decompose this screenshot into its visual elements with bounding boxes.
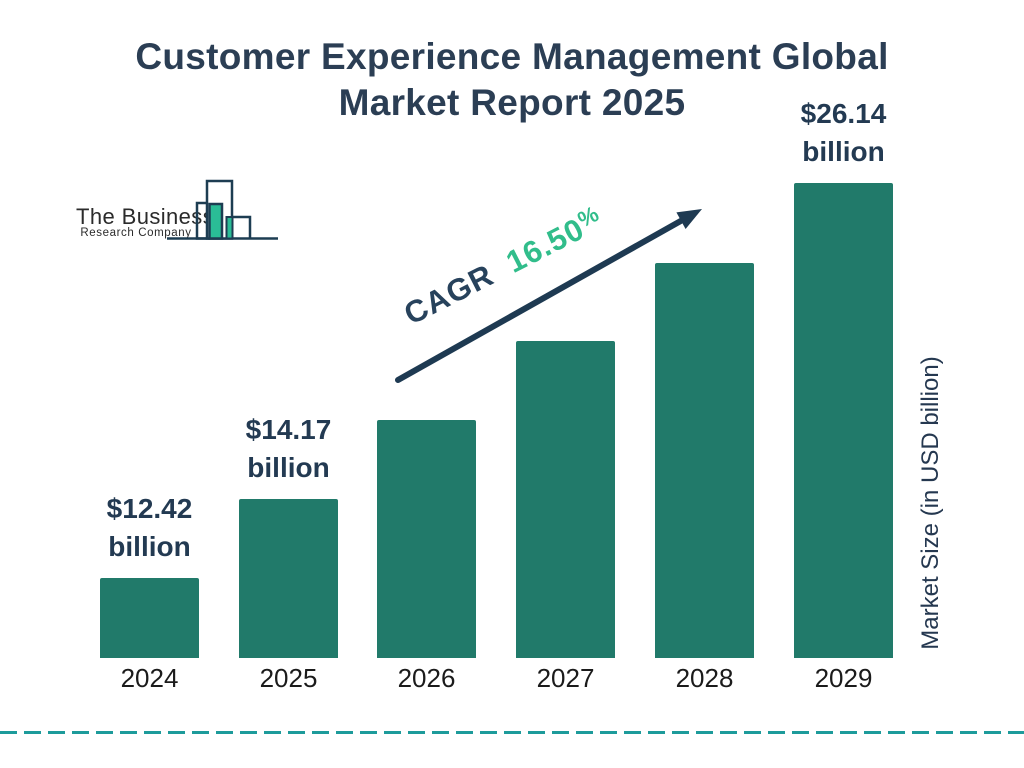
- cagr-annotation: CAGR 16.50%: [395, 194, 607, 332]
- bar-value-amount-2025: $14.17: [245, 414, 332, 445]
- logo-company-tagline: Research Company: [80, 227, 192, 239]
- bar-value-amount-2029: $26.14: [800, 98, 887, 129]
- x-tick-2026: 2026: [397, 663, 456, 693]
- bar-2024: [100, 578, 199, 658]
- page-title-line1: Customer Experience Management Global: [135, 36, 889, 77]
- bar-value-unit-2024: billion: [108, 531, 191, 562]
- y-axis-label: Market Size (in USD billion): [917, 356, 944, 650]
- logo-bar-chart-icon: [167, 179, 278, 240]
- bar-value-amount-2024: $12.42: [106, 493, 193, 524]
- bar-2029: [794, 183, 893, 658]
- bar-2027: [516, 341, 615, 658]
- cagr-value: 16.50: [500, 211, 590, 280]
- bar-value-label-2024: $12.42 billion: [60, 490, 240, 566]
- cagr-label: CAGR: [398, 257, 500, 332]
- logo-company-name: The Business: [76, 204, 215, 229]
- bar-value-label-2025: $14.17 billion: [199, 411, 379, 487]
- bar-2026: [377, 420, 476, 658]
- page-title-line2: Market Report 2025: [338, 82, 686, 123]
- page-title: Customer Experience Management Global Ma…: [0, 34, 1024, 126]
- x-tick-2024: 2024: [120, 663, 179, 693]
- bar-value-unit-2029: billion: [802, 136, 885, 167]
- x-tick-2025: 2025: [259, 663, 318, 693]
- bar-2025: [239, 499, 338, 658]
- x-tick-2028: 2028: [675, 663, 734, 693]
- bottom-dashed-divider: [0, 731, 1024, 734]
- bar-value-label-2029: $26.14 billion: [754, 95, 934, 171]
- bar-value-unit-2025: billion: [247, 452, 330, 483]
- bar-2028: [655, 263, 754, 658]
- x-tick-2029: 2029: [814, 663, 873, 693]
- x-tick-2027: 2027: [536, 663, 595, 693]
